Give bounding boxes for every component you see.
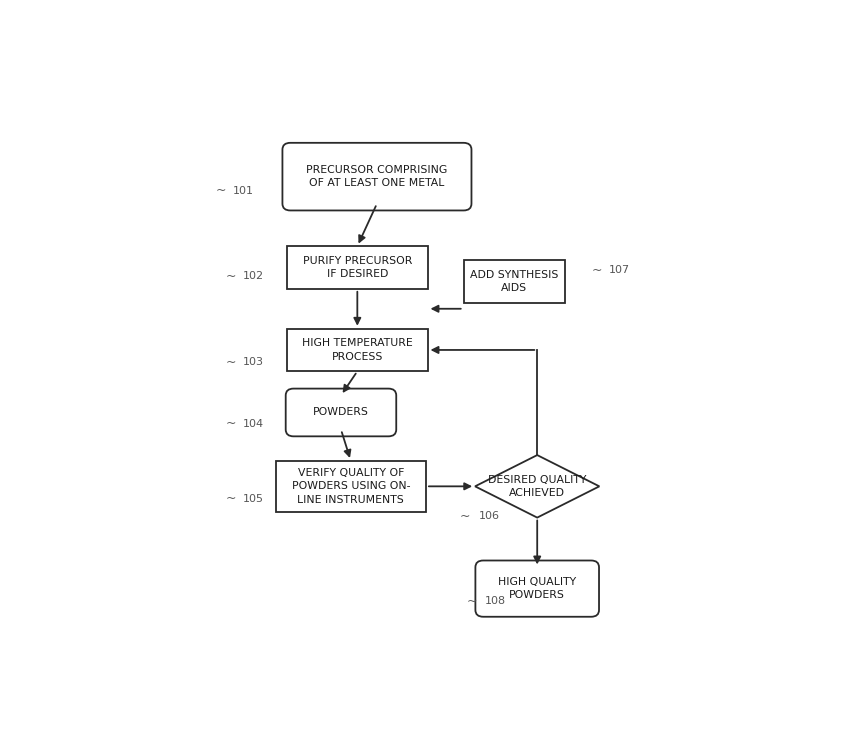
Text: ~: ~ [467,595,477,607]
Text: VERIFY QUALITY OF
POWDERS USING ON-
LINE INSTRUMENTS: VERIFY QUALITY OF POWDERS USING ON- LINE… [291,468,410,505]
Text: ~: ~ [226,356,236,369]
Text: 101: 101 [233,186,254,196]
Text: ~: ~ [226,492,236,506]
FancyBboxPatch shape [475,560,599,617]
Text: 106: 106 [479,511,500,521]
Text: PURIFY PRECURSOR
IF DESIRED: PURIFY PRECURSOR IF DESIRED [303,256,412,279]
Text: 105: 105 [243,494,264,504]
Text: HIGH QUALITY
POWDERS: HIGH QUALITY POWDERS [498,577,576,600]
FancyBboxPatch shape [287,328,428,371]
Text: ~: ~ [592,264,603,277]
FancyBboxPatch shape [283,143,472,210]
Text: 102: 102 [243,271,264,281]
FancyBboxPatch shape [463,261,565,303]
Text: HIGH TEMPERATURE
PROCESS: HIGH TEMPERATURE PROCESS [302,338,413,362]
Text: ~: ~ [226,417,236,430]
Text: 107: 107 [609,266,630,275]
Text: ~: ~ [216,184,226,197]
Text: 104: 104 [243,419,264,429]
Text: POWDERS: POWDERS [313,407,369,418]
FancyBboxPatch shape [286,389,396,436]
Text: DESIRED QUALITY
ACHIEVED: DESIRED QUALITY ACHIEVED [488,475,587,498]
Text: 103: 103 [243,357,264,368]
Polygon shape [475,455,599,517]
Text: ~: ~ [226,269,236,283]
FancyBboxPatch shape [287,246,428,289]
Text: ADD SYNTHESIS
AIDS: ADD SYNTHESIS AIDS [470,270,559,294]
Text: ~: ~ [460,509,470,523]
FancyBboxPatch shape [276,461,426,512]
Text: 108: 108 [484,596,506,606]
Text: PRECURSOR COMPRISING
OF AT LEAST ONE METAL: PRECURSOR COMPRISING OF AT LEAST ONE MET… [306,165,447,188]
